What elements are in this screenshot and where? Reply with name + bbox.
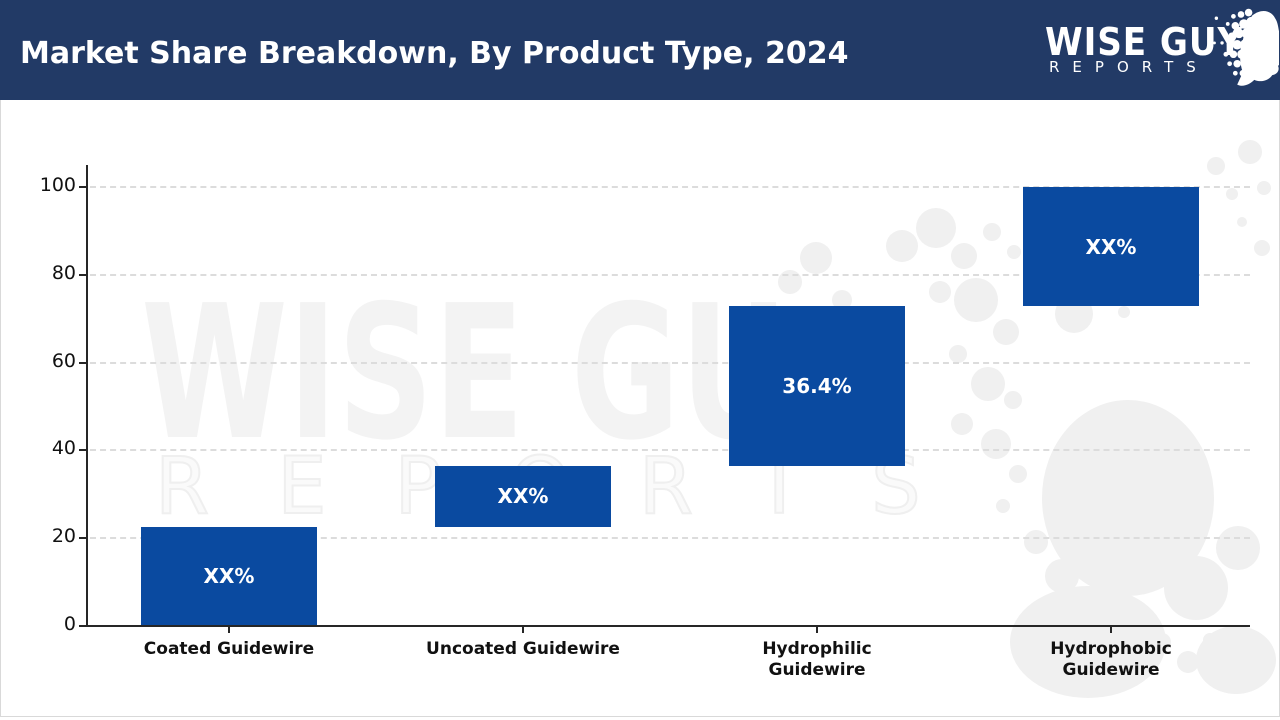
chart-plot-area: 0 20 40 60 80 100 XX% Coated Guidewire XX% Uncoat…: [0, 100, 1280, 720]
x-category-label-line: Guidewire: [768, 660, 866, 680]
logo-face-icon: [1209, 8, 1279, 86]
x-category-label-line: Coated Guidewire: [143, 639, 315, 659]
chart-title: Market Share Breakdown, By Product Type,…: [20, 36, 849, 71]
x-category-label-2: Uncoated Guidewire: [376, 639, 670, 660]
x-tick-3: [816, 627, 818, 633]
x-axis-line: [86, 625, 1250, 627]
waterfall-bar-4: XX%: [1023, 187, 1199, 307]
gridline-100: [90, 186, 1250, 188]
y-tick-0: [79, 625, 88, 627]
gridline-60: [90, 361, 1250, 364]
y-tick-40: [79, 449, 88, 452]
x-category-label-line: Hydrophilic: [762, 639, 872, 659]
x-tick-2: [522, 627, 524, 633]
waterfall-bar-1: XX%: [141, 526, 317, 626]
watermark-face-dots: [778, 140, 1276, 698]
y-tick-label-40: 40: [51, 437, 76, 460]
y-tick-label-80: 80: [51, 261, 76, 284]
waterfall-bar-2: XX%: [435, 466, 611, 527]
y-tick-label-60: 60: [51, 349, 76, 372]
watermark-wiseguy-text: WISE GU: [141, 265, 789, 481]
y-tick-label-100: 100: [39, 174, 76, 196]
x-category-label-line: Uncoated Guidewire: [426, 639, 620, 659]
x-category-label-3: Hydrophilic Guidewire: [670, 639, 964, 681]
header-bar: Market Share Breakdown, By Product Type,…: [0, 0, 1280, 100]
y-tick-label-20: 20: [51, 525, 76, 548]
bar-value-label: XX%: [203, 564, 255, 589]
wise-guy-logo-reports-text: REPORTS: [1049, 58, 1209, 76]
y-tick-20: [79, 537, 88, 540]
bar-value-label: 36.4%: [782, 374, 852, 399]
y-tick-80: [79, 273, 88, 276]
y-tick-label-0: 0: [63, 613, 76, 635]
bar-value-label: XX%: [497, 484, 549, 509]
x-category-label-1: Coated Guidewire: [82, 639, 376, 660]
x-category-label-line: Hydrophobic: [1050, 639, 1172, 659]
y-axis-line: [86, 165, 88, 627]
y-tick-100: [79, 186, 88, 188]
gridline-20: [90, 537, 1250, 540]
x-tick-1: [228, 627, 230, 633]
gridline-40: [90, 449, 1250, 452]
gridline-80: [90, 273, 1250, 276]
y-tick-60: [79, 361, 88, 364]
wise-guy-logo-text: WISE GUY: [1045, 20, 1244, 64]
x-category-label-4: Hydrophobic Guidewire: [964, 639, 1258, 681]
x-category-label-line: Guidewire: [1062, 660, 1160, 680]
waterfall-bar-3: 36.4%: [729, 306, 905, 467]
x-tick-4: [1110, 627, 1112, 633]
bar-value-label: XX%: [1085, 234, 1137, 259]
